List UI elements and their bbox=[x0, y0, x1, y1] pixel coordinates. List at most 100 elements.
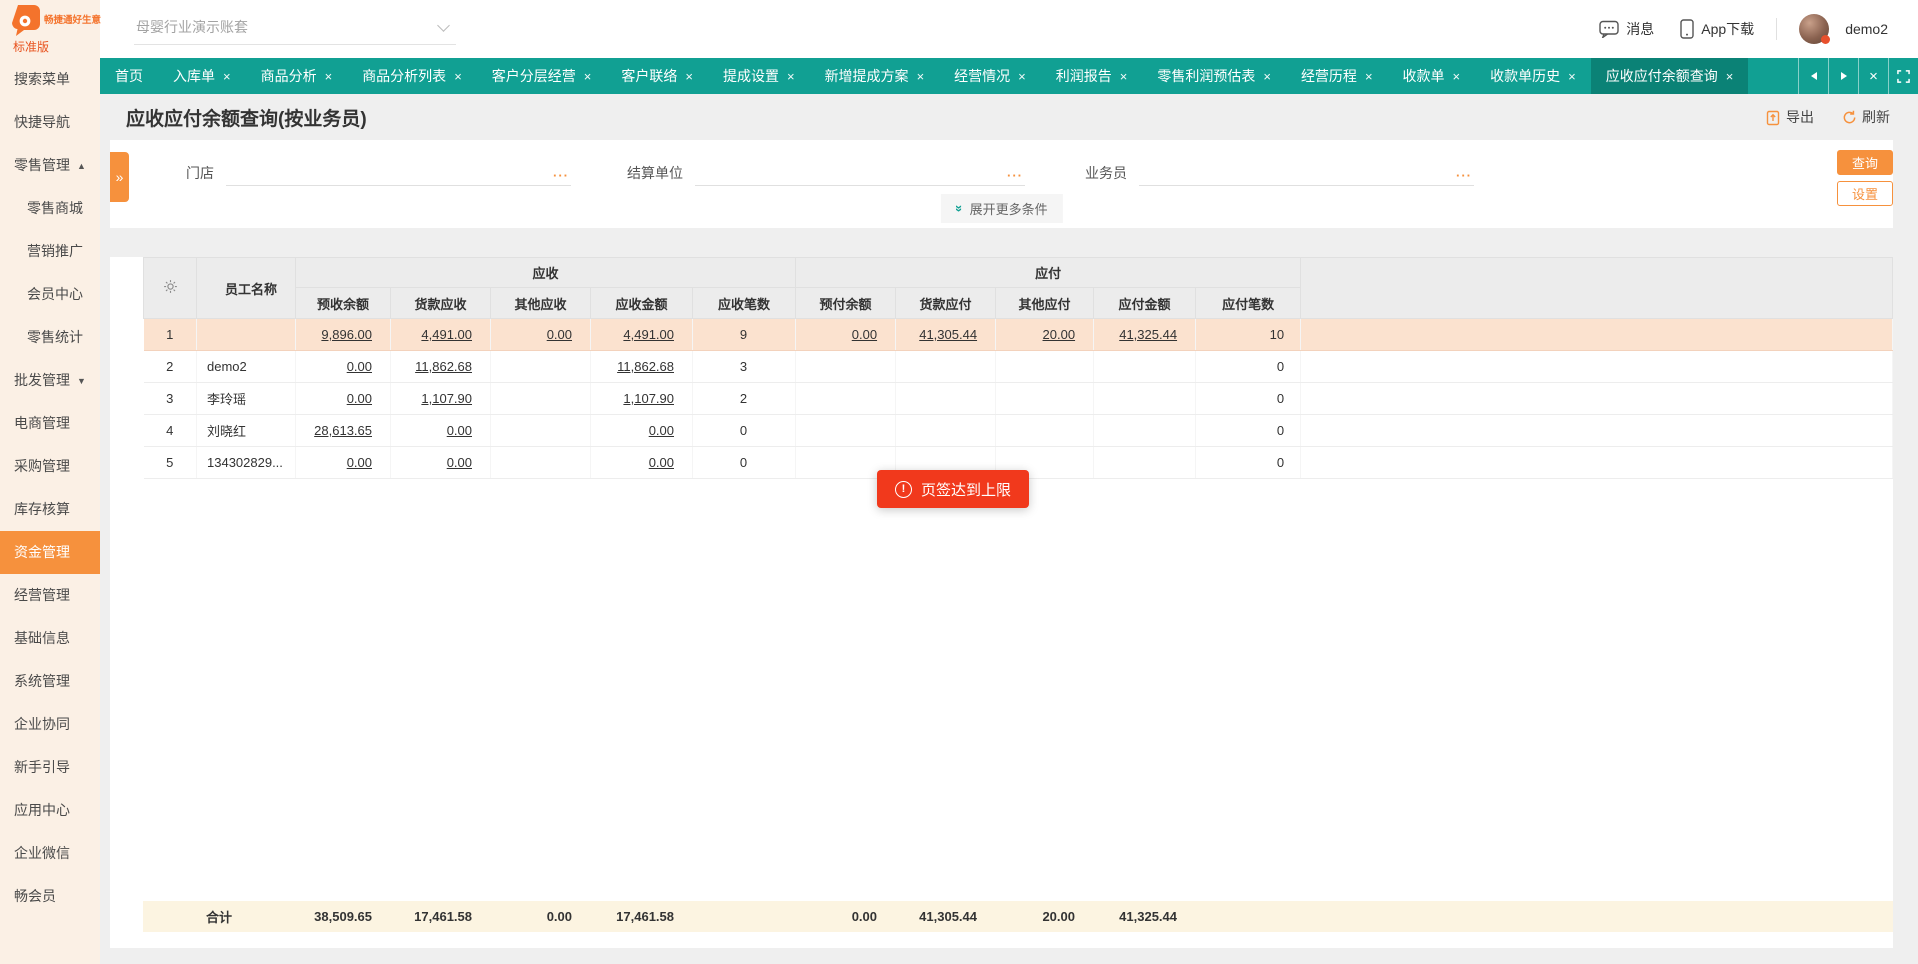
sidebar-item-wholesale-mgmt[interactable]: 批发管理 ▼ bbox=[0, 359, 100, 402]
sidebar-item-marketing[interactable]: 营销推广 bbox=[0, 230, 100, 273]
settle-unit-input[interactable] bbox=[695, 160, 1025, 185]
store-filter: 门店 ··· bbox=[186, 160, 571, 186]
sidebar-item-basic-info[interactable]: 基础信息 bbox=[0, 617, 100, 660]
amount-link[interactable]: 1,107.90 bbox=[421, 391, 472, 406]
amount-link[interactable]: 28,613.65 bbox=[314, 423, 372, 438]
close-icon[interactable]: × bbox=[223, 68, 231, 84]
account-set-select[interactable]: 母婴行业演示账套 bbox=[134, 13, 456, 45]
tab-product-analysis[interactable]: 商品分析 × bbox=[246, 58, 348, 94]
close-icon[interactable]: × bbox=[786, 68, 795, 84]
sidebar-item-inventory-accounting[interactable]: 库存核算 bbox=[0, 488, 100, 531]
close-icon[interactable]: × bbox=[1018, 68, 1026, 84]
expand-more-filters[interactable]: » 展开更多条件 bbox=[940, 194, 1063, 223]
collapse-filter-button[interactable]: » bbox=[110, 152, 129, 202]
sidebar-item-search-menu[interactable]: 搜索菜单 bbox=[0, 58, 100, 101]
tab-home[interactable]: 首页 bbox=[100, 58, 158, 94]
amount-link[interactable]: 0.00 bbox=[648, 423, 674, 438]
sidebar-item-enterprise-wechat[interactable]: 企业微信 bbox=[0, 832, 100, 875]
salesman-input[interactable] bbox=[1139, 160, 1474, 185]
row-employee-name bbox=[196, 318, 296, 351]
count-cell: 0 bbox=[692, 446, 797, 479]
amount-link[interactable]: 0.00 bbox=[446, 423, 472, 438]
amount-link[interactable]: 41,305.44 bbox=[919, 327, 978, 342]
sidebar-item-system-mgmt[interactable]: 系统管理 bbox=[0, 660, 100, 703]
sidebar-item-retail-mall[interactable]: 零售商城 bbox=[0, 187, 100, 230]
gear-icon bbox=[163, 280, 177, 293]
tab-retail-profit-forecast[interactable]: 零售利润预估表 × bbox=[1142, 58, 1286, 94]
sidebar-item-quick-nav[interactable]: 快捷导航 bbox=[0, 101, 100, 144]
close-icon[interactable]: × bbox=[1568, 68, 1576, 84]
close-icon[interactable]: × bbox=[685, 68, 693, 84]
sidebar-item-enterprise-collab[interactable]: 企业协同 bbox=[0, 703, 100, 746]
sidebar-item-funds-mgmt[interactable]: 资金管理 bbox=[0, 531, 100, 574]
user-menu[interactable]: demo2 bbox=[1799, 14, 1888, 44]
store-input[interactable] bbox=[226, 160, 571, 185]
amount-link[interactable]: 0.00 bbox=[346, 391, 372, 406]
scroll-tabs-left-button[interactable] bbox=[1798, 58, 1828, 94]
close-icon[interactable]: × bbox=[583, 68, 592, 84]
sidebar-item-app-center[interactable]: 应用中心 bbox=[0, 789, 100, 832]
store-picker-icon[interactable]: ··· bbox=[553, 168, 569, 183]
settings-button[interactable]: 设置 bbox=[1837, 181, 1893, 206]
refresh-button[interactable]: 刷新 bbox=[1842, 107, 1890, 127]
sidebar-item-newbie-guide[interactable]: 新手引导 bbox=[0, 746, 100, 789]
tab-operation-status[interactable]: 经营情况 × bbox=[939, 58, 1041, 94]
salesman-picker-icon[interactable]: ··· bbox=[1456, 168, 1472, 183]
sidebar-item-ecommerce-mgmt[interactable]: 电商管理 bbox=[0, 402, 100, 445]
sidebar-item-member-center[interactable]: 会员中心 bbox=[0, 273, 100, 316]
amount-link[interactable]: 20.00 bbox=[1042, 327, 1076, 342]
tab-new-commission-plan[interactable]: 新增提成方案 × bbox=[810, 58, 940, 94]
export-button[interactable]: 导出 bbox=[1766, 107, 1814, 127]
tab-receipt-order[interactable]: 收款单 × bbox=[1388, 58, 1476, 94]
amount-link[interactable]: 0.00 bbox=[346, 359, 372, 374]
close-icon[interactable]: × bbox=[916, 68, 925, 84]
tab-receipt-history[interactable]: 收款单历史 × bbox=[1475, 58, 1591, 94]
tab-customer-contact[interactable]: 客户联络 × bbox=[606, 58, 708, 94]
sidebar-item-retail-stats[interactable]: 零售统计 bbox=[0, 316, 100, 359]
amount-link[interactable]: 1,107.90 bbox=[623, 391, 674, 406]
fullscreen-button[interactable] bbox=[1888, 58, 1918, 94]
amount-link[interactable]: 0.00 bbox=[446, 455, 472, 470]
sidebar-item-label: 零售统计 bbox=[27, 329, 83, 345]
tab-profit-report[interactable]: 利润报告 × bbox=[1041, 58, 1143, 94]
amount-link[interactable]: 0.00 bbox=[546, 327, 572, 342]
settle-unit-picker-icon[interactable]: ··· bbox=[1007, 168, 1023, 183]
close-icon[interactable]: × bbox=[1263, 68, 1271, 84]
sidebar-item-chang-member[interactable]: 畅会员 bbox=[0, 875, 100, 918]
query-button[interactable]: 查询 bbox=[1837, 150, 1893, 175]
table-row[interactable]: 4 刘晓红 28,613.65 0.00 0.00 0 0 bbox=[143, 414, 1893, 447]
table-row[interactable]: 2 demo2 0.00 11,862.68 11,862.68 3 0 bbox=[143, 350, 1893, 383]
amount-link[interactable]: 11,862.68 bbox=[415, 359, 472, 374]
amount-link[interactable]: 0.00 bbox=[851, 327, 878, 342]
amount-link[interactable]: 0.00 bbox=[346, 455, 372, 470]
amount-link[interactable]: 11,862.68 bbox=[617, 359, 674, 374]
tab-customer-tiering[interactable]: 客户分层经营 × bbox=[477, 58, 607, 94]
scroll-tabs-right-button[interactable] bbox=[1828, 58, 1858, 94]
close-icon[interactable]: × bbox=[1364, 68, 1373, 84]
close-icon[interactable]: × bbox=[454, 68, 462, 84]
table-row[interactable]: 1 9,896.00 4,491.00 0.00 4,491.00 9 0.00… bbox=[143, 318, 1893, 351]
sidebar-item-retail-mgmt[interactable]: 零售管理 ▲ bbox=[0, 144, 100, 187]
close-icon[interactable]: × bbox=[1119, 68, 1128, 84]
amount-link[interactable]: 41,325.44 bbox=[1119, 327, 1178, 342]
table-row[interactable]: 3 李玲瑶 0.00 1,107.90 1,107.90 2 0 bbox=[143, 382, 1893, 415]
table-row[interactable]: 5 134302829... 0.00 0.00 0.00 0 0 bbox=[143, 446, 1893, 479]
amount-link[interactable]: 4,491.00 bbox=[623, 327, 674, 342]
close-icon[interactable]: × bbox=[1452, 68, 1461, 84]
amount-link[interactable]: 4,491.00 bbox=[421, 327, 472, 342]
close-icon[interactable]: × bbox=[1725, 68, 1734, 84]
amount-link[interactable]: 9,896.00 bbox=[321, 327, 372, 342]
close-icon[interactable]: × bbox=[324, 68, 333, 84]
sidebar-item-purchase-mgmt[interactable]: 采购管理 bbox=[0, 445, 100, 488]
messages-button[interactable]: 消息 bbox=[1599, 19, 1654, 39]
tab-receivable-payable-query[interactable]: 应收应付余额查询 × bbox=[1590, 58, 1749, 94]
sidebar-item-operation-mgmt[interactable]: 经营管理 bbox=[0, 574, 100, 617]
tab-product-analysis-list[interactable]: 商品分析列表 × bbox=[347, 58, 477, 94]
app-download-button[interactable]: App下载 bbox=[1680, 19, 1754, 39]
close-all-tabs-button[interactable]: × bbox=[1858, 58, 1888, 94]
tab-inbound-order[interactable]: 入库单 × bbox=[158, 58, 246, 94]
tab-commission-settings[interactable]: 提成设置 × bbox=[708, 58, 810, 94]
tab-operation-history[interactable]: 经营历程 × bbox=[1286, 58, 1388, 94]
column-settings-button[interactable] bbox=[143, 257, 197, 319]
amount-link[interactable]: 0.00 bbox=[648, 455, 674, 470]
